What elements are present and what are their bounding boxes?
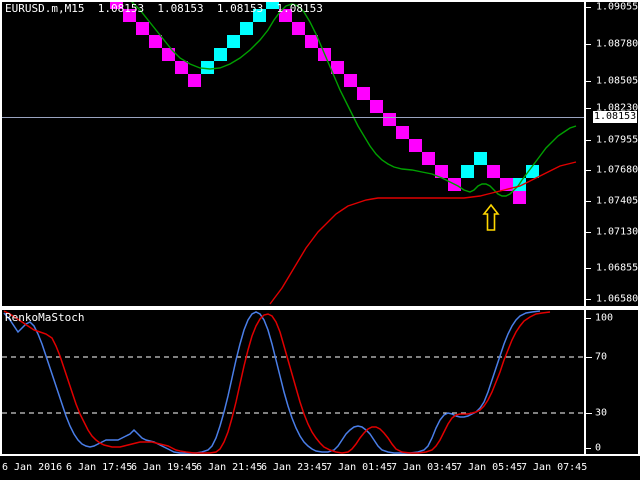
- time-axis-label: 7 Jan 03:45: [391, 462, 458, 473]
- time-axis-label: 6 Jan 21:45: [196, 462, 263, 473]
- time-axis-label: 6 Jan 2016: [2, 462, 63, 473]
- price-tick-mark: [586, 232, 591, 233]
- time-axis-label: 7 Jan 07:45: [521, 462, 588, 473]
- price-tick-label: 1.07680: [596, 164, 639, 176]
- price-panel-border: [0, 0, 640, 308]
- price-tick-label: 1.09055: [596, 1, 639, 13]
- time-axis-label: 6 Jan 19:45: [131, 462, 198, 473]
- price-tick-label: 1.07955: [596, 134, 639, 146]
- indicator-tick-label: 0: [595, 442, 602, 454]
- time-axis-label: 6 Jan 23:45: [261, 462, 328, 473]
- indicator-tick-mark: [586, 318, 591, 319]
- price-tick-mark: [586, 299, 591, 300]
- renko-brick-down: [110, 2, 123, 9]
- price-tick-mark: [586, 201, 591, 202]
- price-tick-mark: [586, 170, 591, 171]
- price-tick-label: 1.07130: [596, 226, 639, 238]
- symbol-ohlc-header: EURUSD.m,M15 1.08153 1.08153 1.08153 1.0…: [5, 2, 323, 15]
- price-tick-mark: [586, 268, 591, 269]
- indicator-tick-label: 70: [595, 351, 608, 363]
- price-tick-mark: [586, 140, 591, 141]
- price-tick-label: 1.08780: [596, 38, 639, 50]
- time-axis-label: 7 Jan 05:45: [456, 462, 523, 473]
- price-tick-label: 1.07405: [596, 195, 639, 207]
- indicator-tick-label: 100: [595, 312, 614, 324]
- indicator-scale[interactable]: 100 70 30 0: [586, 308, 640, 456]
- price-tick-label: 1.08230: [596, 102, 639, 114]
- current-price-tag: 1.08153: [593, 111, 638, 123]
- price-tick-label: 1.06580: [596, 293, 639, 305]
- indicator-name-label: RenkoMaStoch: [5, 311, 85, 324]
- price-tick-label: 1.06855: [596, 262, 639, 274]
- price-tick-mark: [586, 108, 591, 109]
- time-scale[interactable]: 6 Jan 2016 6 Jan 17:45 6 Jan 19:45 7 Jan 01…: [0, 456, 640, 480]
- price-scale[interactable]: 1.09055 1.08780 1.08505 1.08230 1.07955 1.076…: [586, 0, 640, 308]
- indicator-tick-mark: [586, 357, 592, 358]
- price-tick-label: 1.08505: [596, 75, 639, 87]
- indicator-panel-border: [0, 308, 640, 456]
- time-axis-label: 7 Jan 01:45: [326, 462, 393, 473]
- price-tick-mark: [586, 7, 591, 8]
- price-tick-mark: [586, 44, 591, 45]
- current-price-line: [2, 117, 584, 118]
- price-tick-mark: [586, 81, 591, 82]
- time-axis-label: 6 Jan 17:45: [66, 462, 133, 473]
- indicator-tick-label: 30: [595, 407, 608, 419]
- indicator-scale-separator: [584, 308, 586, 456]
- price-scale-separator: [584, 0, 586, 308]
- indicator-tick-mark: [586, 413, 592, 414]
- indicator-tick-mark: [586, 448, 591, 449]
- price-chart-plot-area[interactable]: [2, 2, 584, 306]
- stochastic-indicator-plot-area[interactable]: [2, 310, 584, 454]
